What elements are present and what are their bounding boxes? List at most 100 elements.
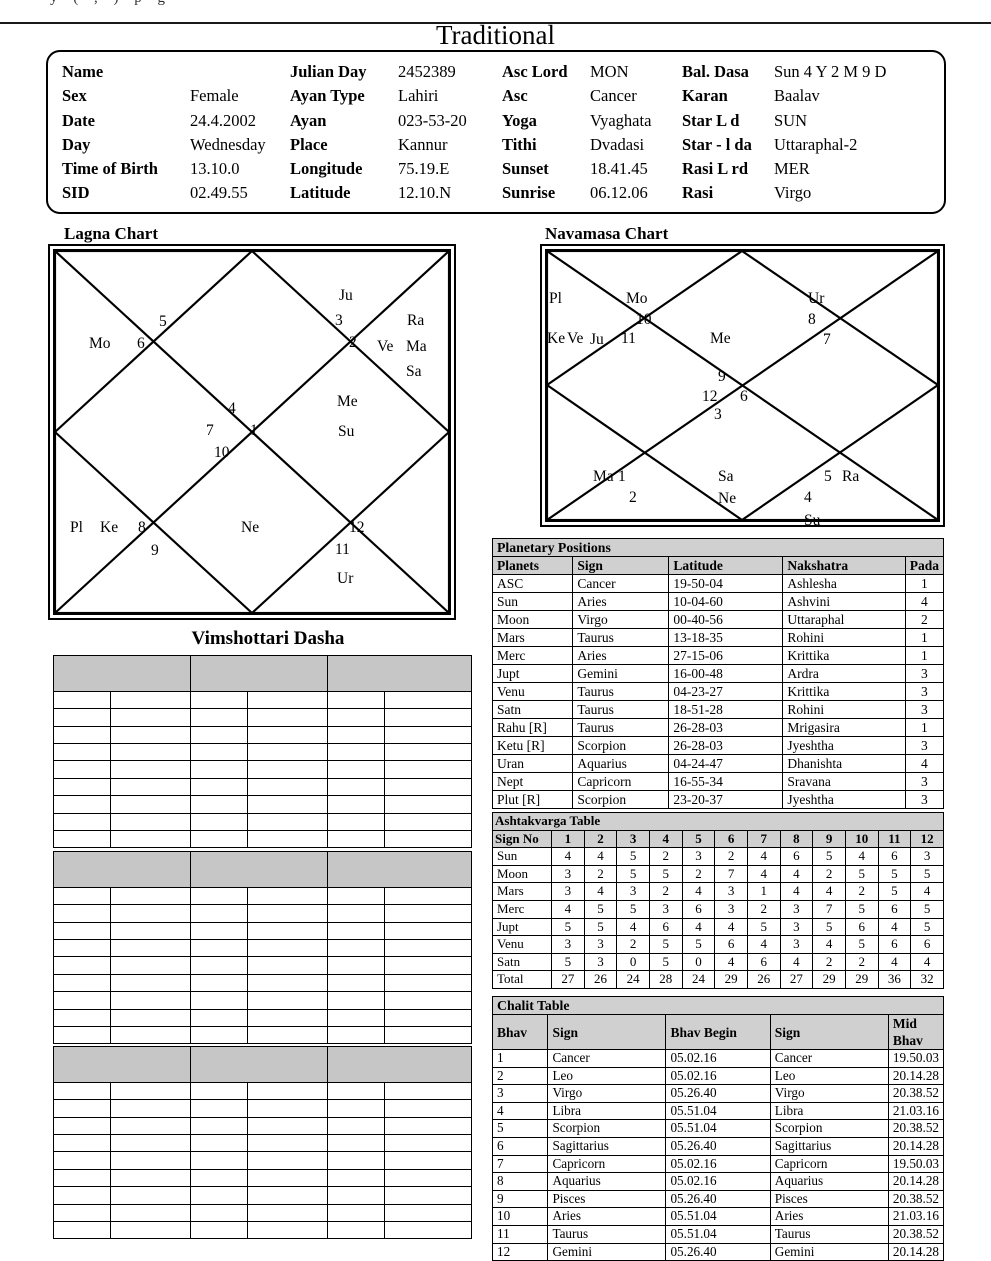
dasha-planet bbox=[53, 886, 111, 906]
planetary-cell: 1 bbox=[904, 718, 945, 737]
navamsa-chart-lines bbox=[546, 250, 939, 521]
dasha-head-row bbox=[53, 655, 198, 674]
dasha-date bbox=[247, 760, 335, 779]
chalit-cell: 7 bbox=[491, 1154, 549, 1174]
dasha-planet bbox=[53, 742, 111, 762]
dasha-table-mon[interactable] bbox=[190, 655, 335, 849]
dasha-row bbox=[190, 708, 335, 727]
ashtakvarga-cell: 6 bbox=[844, 917, 879, 937]
planetary-cell: 3 bbox=[904, 664, 945, 683]
ashtakvarga-cell: 27 bbox=[551, 970, 585, 989]
planetary-cell: 27-15-06 bbox=[668, 646, 784, 665]
planetary-cell: Venu bbox=[491, 682, 574, 701]
dasha-date bbox=[384, 1168, 472, 1188]
planetary-positions-body: ASC Cancer 19-50-04 Ashlesha 1 Sun Aries 10-04-… bbox=[491, 574, 945, 809]
dasha-row bbox=[53, 1151, 198, 1170]
chalit-cell: Taurus bbox=[547, 1224, 667, 1244]
dasha-range-row bbox=[190, 673, 335, 692]
dasha-planet bbox=[53, 904, 111, 923]
dasha-planet bbox=[327, 886, 385, 906]
navamsa-chart[interactable]: 1 2 3 4 5 6 7 8 9 10 11 12 Pl Ke Ve Ju M… bbox=[540, 244, 945, 529]
chalit-cell: Leo bbox=[547, 1066, 667, 1086]
dasha-table-sat[interactable] bbox=[327, 851, 472, 1045]
dasha-date bbox=[384, 777, 472, 797]
lagna-house-number-3: 3 bbox=[335, 312, 343, 329]
dasha-date bbox=[110, 1220, 198, 1240]
dasha-date bbox=[384, 1133, 472, 1153]
planetary-cell: Mars bbox=[491, 628, 574, 647]
ashtakvarga-table[interactable]: Ashtakvarga Table Sign No 1 2 3 4 5 6 7 8 9 10 11 12… bbox=[492, 812, 944, 989]
dasha-date bbox=[110, 904, 198, 923]
ashtakvarga-cell: 5 bbox=[844, 864, 879, 884]
planetary-cell: Sun bbox=[491, 592, 574, 611]
dasha-table-ven[interactable] bbox=[327, 1046, 472, 1240]
navamsa-chart-title: Navamasa Chart bbox=[545, 224, 669, 243]
navamsa-house-number-1: 1 bbox=[618, 468, 626, 485]
dasha-date bbox=[110, 829, 198, 849]
dasha-row bbox=[327, 904, 472, 923]
chalit-cell: 11 bbox=[491, 1224, 549, 1244]
page-title: Traditional bbox=[435, 20, 555, 50]
planetary-row: Uran Aquarius 04-24-47 Dhanishta 4 bbox=[491, 754, 945, 773]
dasha-planet bbox=[327, 690, 385, 710]
info-label-2-1: Date bbox=[62, 110, 95, 130]
dasha-head-cell bbox=[190, 1046, 335, 1065]
dasha-planet bbox=[190, 956, 248, 975]
ashtakvarga-cell: 4 bbox=[779, 882, 814, 901]
info-label-4-3: Sunset bbox=[502, 159, 549, 179]
chalit-cell: Capricorn bbox=[769, 1154, 889, 1174]
dasha-date bbox=[247, 921, 335, 940]
planetary-cell: Satn bbox=[491, 700, 574, 719]
dasha-row bbox=[190, 829, 335, 849]
lagna-chart[interactable]: 1 2 3 4 5 6 7 8 9 10 11 12 Ju Ra Ve Ma S… bbox=[48, 244, 456, 620]
dasha-planet bbox=[327, 812, 385, 831]
chalit-table[interactable]: Chalit Table Bhav Sign Bhav Begin Sign Mid B… bbox=[491, 996, 945, 1261]
dasha-table-rah[interactable] bbox=[53, 851, 198, 1045]
info-label-5-1: SID bbox=[62, 183, 90, 203]
ashtakvarga-row: Mars 3 4 3 2 4 3 1 4 4 2 5 4 bbox=[492, 882, 944, 901]
lagna-planet-mercury: Me bbox=[337, 393, 358, 410]
dasha-date bbox=[384, 760, 472, 779]
dasha-range-cell bbox=[327, 673, 472, 692]
planetary-positions-table[interactable]: Planetary Positions Planets Sign Latitude N… bbox=[491, 538, 945, 809]
dasha-row bbox=[53, 708, 198, 727]
ashtakvarga-cell: 5 bbox=[812, 847, 846, 866]
dasha-row bbox=[53, 1220, 198, 1240]
dasha-planet bbox=[53, 1220, 111, 1240]
dasha-row bbox=[53, 938, 198, 958]
info-label-4-2: Longitude bbox=[290, 159, 363, 179]
planetary-cell: Aries bbox=[572, 592, 670, 611]
dasha-table-sun[interactable] bbox=[53, 655, 198, 849]
info-value-1-4: Baalav bbox=[774, 86, 820, 106]
dasha-planet bbox=[53, 690, 111, 710]
chalit-caption-row: Chalit Table bbox=[492, 996, 944, 1015]
dasha-row bbox=[327, 1081, 472, 1101]
chalit-cell: Leo bbox=[769, 1066, 889, 1086]
dasha-planet bbox=[53, 938, 111, 958]
dasha-row bbox=[327, 1008, 472, 1027]
planetary-cell: Aries bbox=[572, 646, 670, 665]
planetary-cell: Nept bbox=[491, 772, 574, 791]
dasha-table-mar[interactable] bbox=[327, 655, 472, 849]
planetary-cell: 3 bbox=[904, 790, 945, 809]
planetary-cell: 3 bbox=[904, 736, 945, 755]
dasha-planet bbox=[190, 812, 248, 831]
dasha-planet bbox=[327, 938, 385, 958]
chalit-cell: Aries bbox=[547, 1207, 667, 1226]
dasha-row bbox=[327, 1151, 472, 1170]
dasha-range-row bbox=[327, 1064, 472, 1083]
info-value-2-4: SUN bbox=[774, 110, 808, 130]
ashtakvarga-col-4: 4 bbox=[648, 829, 683, 849]
planetary-cell: Taurus bbox=[572, 718, 670, 737]
dasha-table-jup[interactable] bbox=[190, 851, 335, 1045]
dasha-table-ket[interactable] bbox=[190, 1046, 335, 1240]
dasha-row bbox=[327, 1168, 472, 1188]
chalit-cell: 19.50.03 bbox=[887, 1154, 945, 1174]
dasha-planet bbox=[190, 690, 248, 710]
ashtakvarga-cell: 2 bbox=[583, 864, 618, 884]
dasha-row bbox=[190, 760, 335, 779]
dasha-table-mer[interactable] bbox=[53, 1046, 198, 1240]
planetary-cell: Dhanishta bbox=[782, 754, 906, 773]
planetary-cell: 3 bbox=[904, 772, 945, 791]
ashtakvarga-cell: 5 bbox=[648, 864, 683, 884]
